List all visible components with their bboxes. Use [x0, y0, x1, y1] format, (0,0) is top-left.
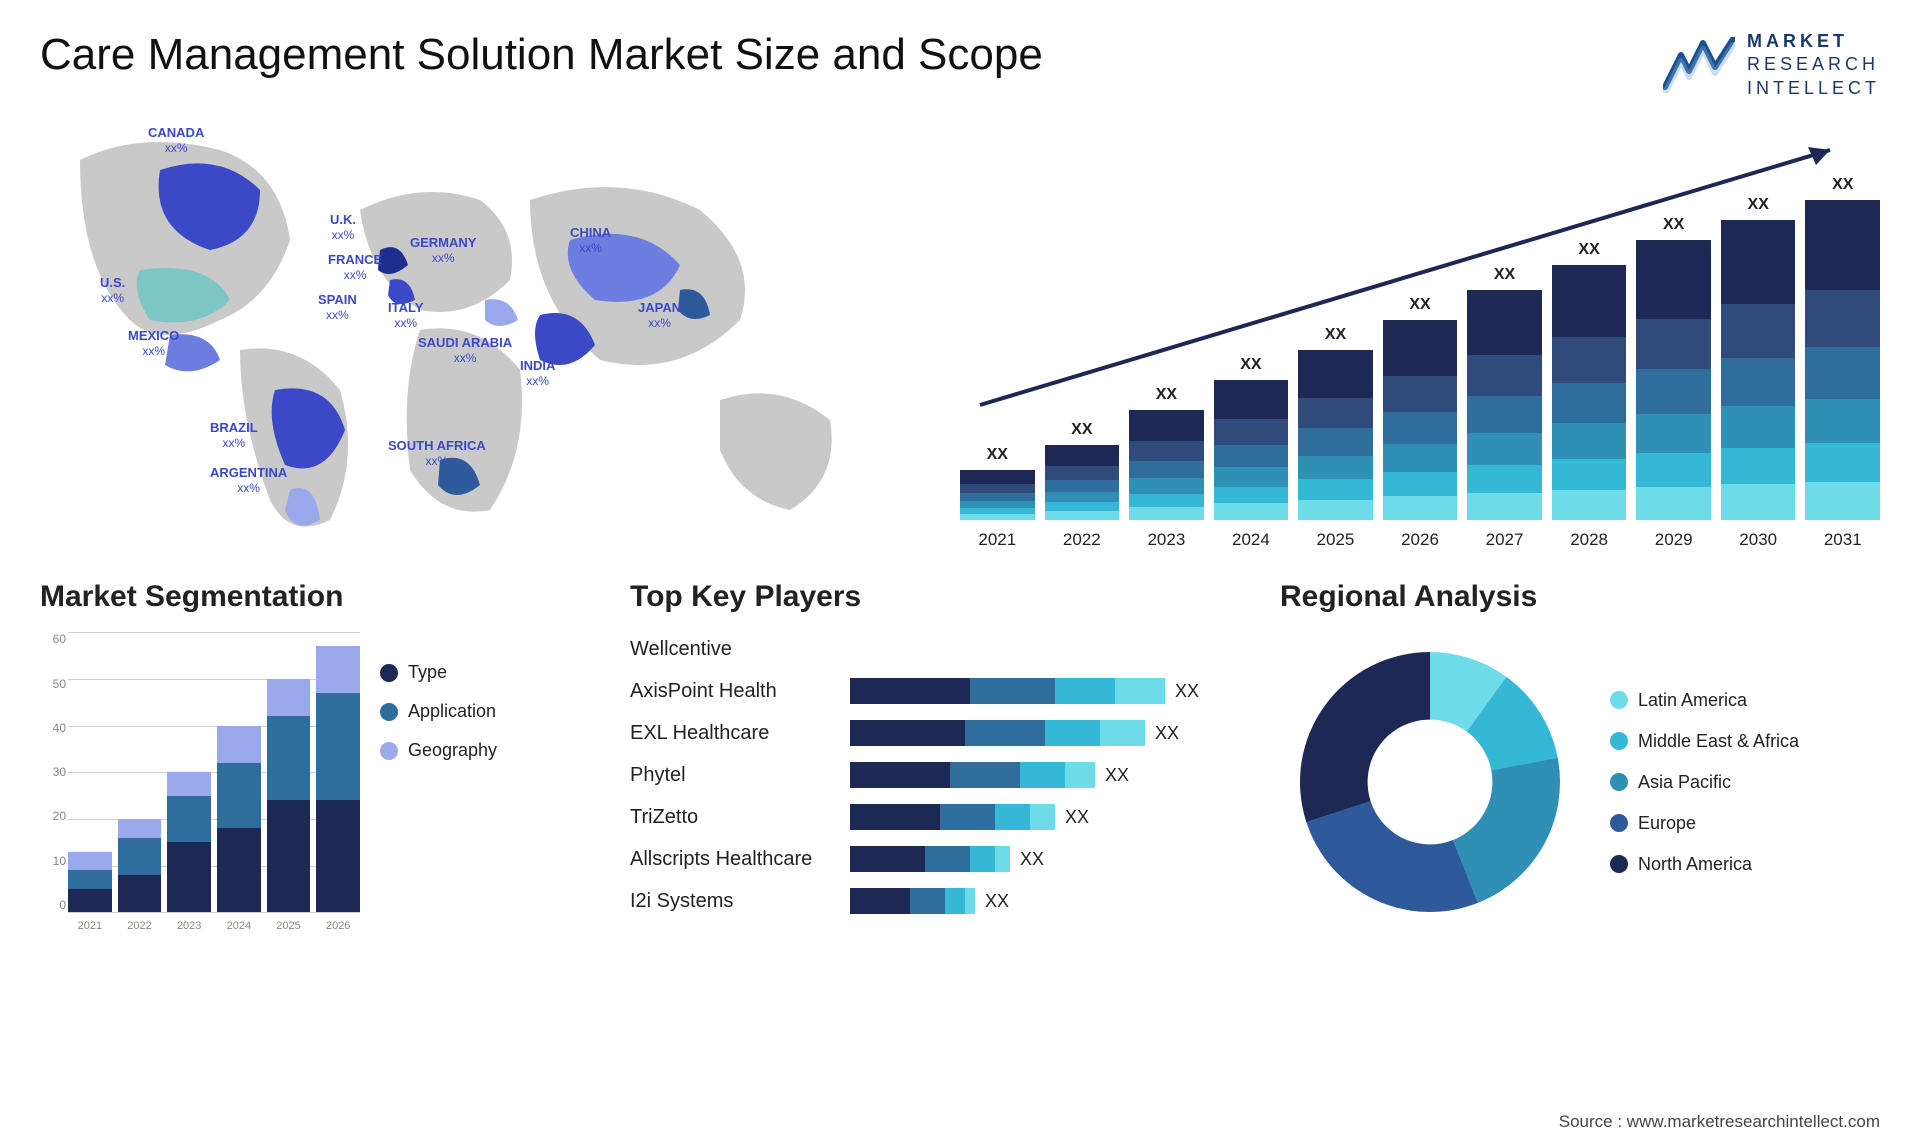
seg-bar-2022 — [118, 819, 162, 912]
segmentation-chart: 6050403020100 202120222023202420252026 — [40, 632, 360, 932]
map-label-brazil: BRAZILxx% — [210, 420, 258, 450]
map-label-france: FRANCExx% — [328, 252, 382, 282]
region-legend-latin-america: Latin America — [1610, 690, 1880, 711]
segmentation-legend: Type Application Geography — [380, 632, 600, 932]
growth-bar-2024: XX — [1214, 356, 1289, 520]
logo-text: MARKET RESEARCH INTELLECT — [1747, 30, 1880, 100]
logo: MARKET RESEARCH INTELLECT — [1663, 30, 1880, 100]
bottom-row: Market Segmentation 6050403020100 202120… — [40, 580, 1880, 960]
player-row-allscripts-healthcare: Allscripts HealthcareXX — [630, 842, 1250, 876]
segmentation-title: Market Segmentation — [40, 580, 600, 614]
region-legend-asia-pacific: Asia Pacific — [1610, 772, 1880, 793]
seg-bar-2021 — [68, 852, 112, 913]
top-row: CANADAxx% U.S.xx%MEXICOxx% BRAZILxx% ARGENT… — [40, 120, 1880, 550]
world-map: CANADAxx% U.S.xx%MEXICOxx% BRAZILxx% ARGENT… — [40, 120, 920, 550]
player-row-axispoint-health: AxisPoint HealthXX — [630, 674, 1250, 708]
regional-legend: Latin America Middle East & Africa Asia Pa… — [1610, 690, 1880, 875]
map-label-japan: JAPANxx% — [638, 300, 681, 330]
region-legend-north-america: North America — [1610, 854, 1880, 875]
player-row-wellcentive: Wellcentive — [630, 632, 1250, 666]
source-text: Source : www.marketresearchintellect.com — [1559, 1112, 1880, 1132]
growth-bar-2025: XX — [1298, 326, 1373, 520]
seg-legend-geography: Geography — [380, 740, 600, 761]
region-legend-middle-east-africa: Middle East & Africa — [1610, 731, 1880, 752]
header: Care Management Solution Market Size and… — [40, 30, 1880, 100]
growth-bar-2031: XX — [1805, 176, 1880, 520]
growth-bar-2021: XX — [960, 446, 1035, 520]
regional-donut — [1280, 632, 1580, 932]
player-row-trizetto: TriZettoXX — [630, 800, 1250, 834]
player-row-i-i-systems: I2i SystemsXX — [630, 884, 1250, 918]
region-legend-europe: Europe — [1610, 813, 1880, 834]
map-label-india: INDIAxx% — [520, 358, 555, 388]
map-label-germany: GERMANYxx% — [410, 235, 476, 265]
logo-icon — [1663, 37, 1735, 93]
growth-bar-2029: XX — [1636, 216, 1711, 520]
seg-legend-type: Type — [380, 662, 600, 683]
map-label-china: CHINAxx% — [570, 225, 611, 255]
growth-bar-2026: XX — [1383, 296, 1458, 520]
growth-chart: XXXXXXXXXXXXXXXXXXXXXX 20212022202320242… — [960, 120, 1880, 550]
map-label-u-k-: U.K.xx% — [330, 212, 356, 242]
map-label-saudi-arabia: SAUDI ARABIAxx% — [418, 335, 512, 365]
growth-bar-2028: XX — [1552, 241, 1627, 520]
player-row-phytel: PhytelXX — [630, 758, 1250, 792]
growth-bar-2027: XX — [1467, 266, 1542, 520]
seg-legend-application: Application — [380, 701, 600, 722]
seg-bar-2024 — [217, 726, 261, 913]
map-label-u-s-: U.S.xx% — [100, 275, 125, 305]
map-label-italy: ITALYxx% — [388, 300, 423, 330]
map-label-south-africa: SOUTH AFRICAxx% — [388, 438, 486, 468]
map-label-mexico: MEXICOxx% — [128, 328, 179, 358]
seg-bar-2025 — [267, 679, 311, 912]
regional-title: Regional Analysis — [1280, 580, 1880, 614]
players-title: Top Key Players — [630, 580, 1250, 614]
growth-bar-2030: XX — [1721, 196, 1796, 520]
map-label-spain: SPAINxx% — [318, 292, 357, 322]
segmentation-panel: Market Segmentation 6050403020100 202120… — [40, 580, 600, 960]
seg-bar-2026 — [316, 646, 360, 912]
seg-bar-2023 — [167, 772, 211, 912]
player-row-exl-healthcare: EXL HealthcareXX — [630, 716, 1250, 750]
map-label-argentina: ARGENTINAxx% — [210, 465, 287, 495]
page-title: Care Management Solution Market Size and… — [40, 30, 1043, 80]
players-panel: Top Key Players Wellcentive AxisPoint Hea… — [630, 580, 1250, 960]
map-label-canada: CANADAxx% — [148, 125, 204, 155]
growth-bar-2022: XX — [1045, 421, 1120, 520]
regional-panel: Regional Analysis Latin America Middle Ea… — [1280, 580, 1880, 960]
growth-bar-2023: XX — [1129, 386, 1204, 520]
